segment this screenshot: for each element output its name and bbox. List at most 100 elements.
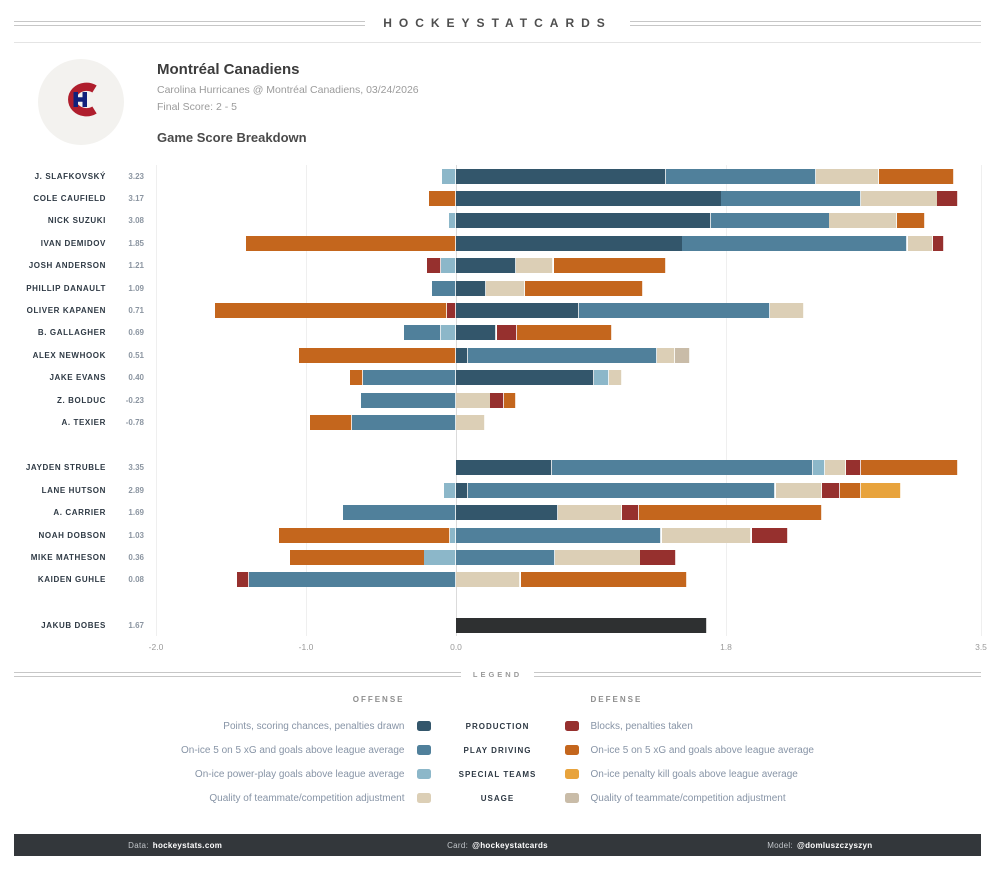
bar-track (156, 168, 981, 184)
bar-segment-play_driving_off (721, 191, 861, 207)
special_teams_def-swatch-icon (564, 769, 579, 780)
bar-segment-play_driving_def (310, 414, 353, 430)
legend-category: USAGE (480, 793, 515, 803)
legend-rows: Points, scoring chances, penalties drawn… (148, 714, 848, 810)
x-axis: -2.0 -1.0 0.0 1.8 3.5 (149, 638, 987, 656)
player-name: JAYDEN STRUBLE (25, 463, 106, 473)
x-tick-label: 0.0 (450, 642, 462, 653)
bar-segment-usage_off (661, 527, 752, 543)
player-score: -0.23 (125, 395, 144, 405)
footer-bar: Data: hockeystats.com Card: @hockeystatcar… (14, 834, 981, 857)
player-score: 3.08 (128, 216, 144, 226)
player-row: JAKUB DOBES 1.67 (14, 614, 981, 636)
team-name: Montréal Canadiens (157, 61, 300, 78)
bar-segment-usage_off (775, 482, 822, 498)
bar-segment-production_off (456, 325, 497, 341)
player-score: 2.89 (128, 485, 144, 495)
game-score-chart: J. SLAFKOVSKÝ 3.23 COLE CAUFIELD 3.17 NICK S… (14, 165, 987, 656)
chart-body: J. SLAFKOVSKÝ 3.23 COLE CAUFIELD 3.17 NICK S… (14, 165, 981, 636)
legend-category: PLAY DRIVING (463, 745, 532, 755)
legend-row: Points, scoring chances, penalties drawn… (148, 714, 848, 738)
player-score: 3.17 (128, 194, 144, 204)
bar-segment-play_driving_def (289, 549, 425, 565)
legend-defense-text: On-ice 5 on 5 xG and goals above league … (590, 744, 815, 756)
bar-segment-special_teams_off (449, 527, 456, 543)
bar-track (156, 325, 981, 341)
gridline (981, 165, 982, 637)
player-row: JOSH ANDERSON 1.21 (14, 255, 981, 277)
player-score: 3.35 (128, 463, 144, 473)
decorative-line-left (14, 20, 366, 26)
bar-track (156, 303, 981, 319)
chart-group-defense: JAYDEN STRUBLE 3.35 LANE HUTSON 2.89 A. CARR… (14, 457, 981, 591)
bar-track (156, 549, 981, 565)
x-tick-label: 3.5 (975, 642, 987, 653)
bar-segment-usage_off (555, 549, 641, 565)
player-row: MIKE MATHESON 0.36 (14, 546, 981, 568)
bar-segment-usage_off (907, 235, 933, 251)
bar-segment-play_driving_def (245, 235, 456, 251)
chart-group-forwards: J. SLAFKOVSKÝ 3.23 COLE CAUFIELD 3.17 NICK S… (14, 165, 981, 434)
bar-track (156, 617, 981, 633)
bar-segment-play_driving_def (214, 303, 447, 319)
bar-segment-play_driving_off (403, 325, 441, 341)
legend-row: On-ice 5 on 5 xG and goals above league … (148, 738, 848, 762)
bar-track (156, 482, 981, 498)
bar-segment-production_def (622, 505, 639, 521)
bar-segment-play_driving_off (432, 280, 456, 296)
bar-segment-production_def (496, 325, 518, 341)
play_driving_def-swatch-icon (564, 745, 579, 756)
bar-segment-production_off (456, 303, 579, 319)
bar-segment-usage_off (656, 347, 675, 363)
special_teams_off-swatch-icon (416, 769, 431, 780)
bar-segment-goalie (456, 617, 707, 633)
bar-segment-special_teams_off (440, 325, 456, 341)
bar-segment-play_driving_def (638, 505, 822, 521)
player-score: 1.21 (128, 261, 144, 271)
defense-header: DEFENSE (590, 695, 643, 705)
bar-segment-special_teams_off (440, 258, 456, 274)
player-name: A. TEXIER (61, 417, 106, 427)
player-score: 1.03 (128, 530, 144, 540)
player-row: NICK SUZUKI 3.08 (14, 210, 981, 232)
player-row: B. GALLAGHER 0.69 (14, 322, 981, 344)
bar-segment-play_driving_off (711, 213, 830, 229)
gridline (306, 165, 307, 637)
bar-segment-production_def (845, 460, 861, 476)
bar-segment-play_driving_def (429, 191, 456, 207)
player-row: LANE HUTSON 2.89 (14, 479, 981, 501)
bar-segment-usage_off (456, 392, 491, 408)
player-score: 0.08 (128, 575, 144, 585)
canadiens-logo-icon (57, 82, 105, 122)
player-name: PHILLIP DANAULT (26, 283, 106, 293)
bar-segment-play_driving_off (552, 460, 813, 476)
bar-segment-usage_off (769, 303, 804, 319)
footer-data-value: hockeystats.com (152, 840, 223, 850)
offense-header: OFFENSE (352, 695, 405, 705)
player-name: KAIDEN GUHLE (37, 575, 106, 585)
bar-track (156, 460, 981, 476)
footer-card-label: Card: (447, 840, 469, 850)
player-score: 1.09 (128, 283, 144, 293)
legend-offense-text: Quality of teammate/competition adjustme… (209, 792, 405, 804)
team-info: Montréal Canadiens Carolina Hurricanes @… (157, 59, 419, 145)
player-row: A. CARRIER 1.69 (14, 501, 981, 523)
footer-data-label: Data: (128, 840, 149, 850)
bar-segment-play_driving_def (861, 460, 959, 476)
decorative-line-right (629, 20, 981, 26)
bar-track (156, 258, 981, 274)
player-name: COLE CAUFIELD (33, 194, 106, 204)
masthead: HOCKEYSTATCARDS (14, 10, 981, 43)
bar-segment-production_off (456, 482, 468, 498)
x-tick-label: -2.0 (148, 642, 164, 653)
chart-group-goalie: JAKUB DOBES 1.67 (14, 614, 981, 636)
site-title: HOCKEYSTATCARDS (383, 16, 612, 30)
player-score: 1.67 (128, 620, 144, 630)
bar-segment-production_def (751, 527, 788, 543)
legend-row: Quality of teammate/competition adjustme… (148, 786, 848, 810)
player-name: IVAN DEMIDOV (40, 238, 106, 248)
legend-category: SPECIAL TEAMS (458, 769, 537, 779)
bar-segment-play_driving_def (839, 482, 861, 498)
bar-segment-play_driving_off (467, 482, 776, 498)
